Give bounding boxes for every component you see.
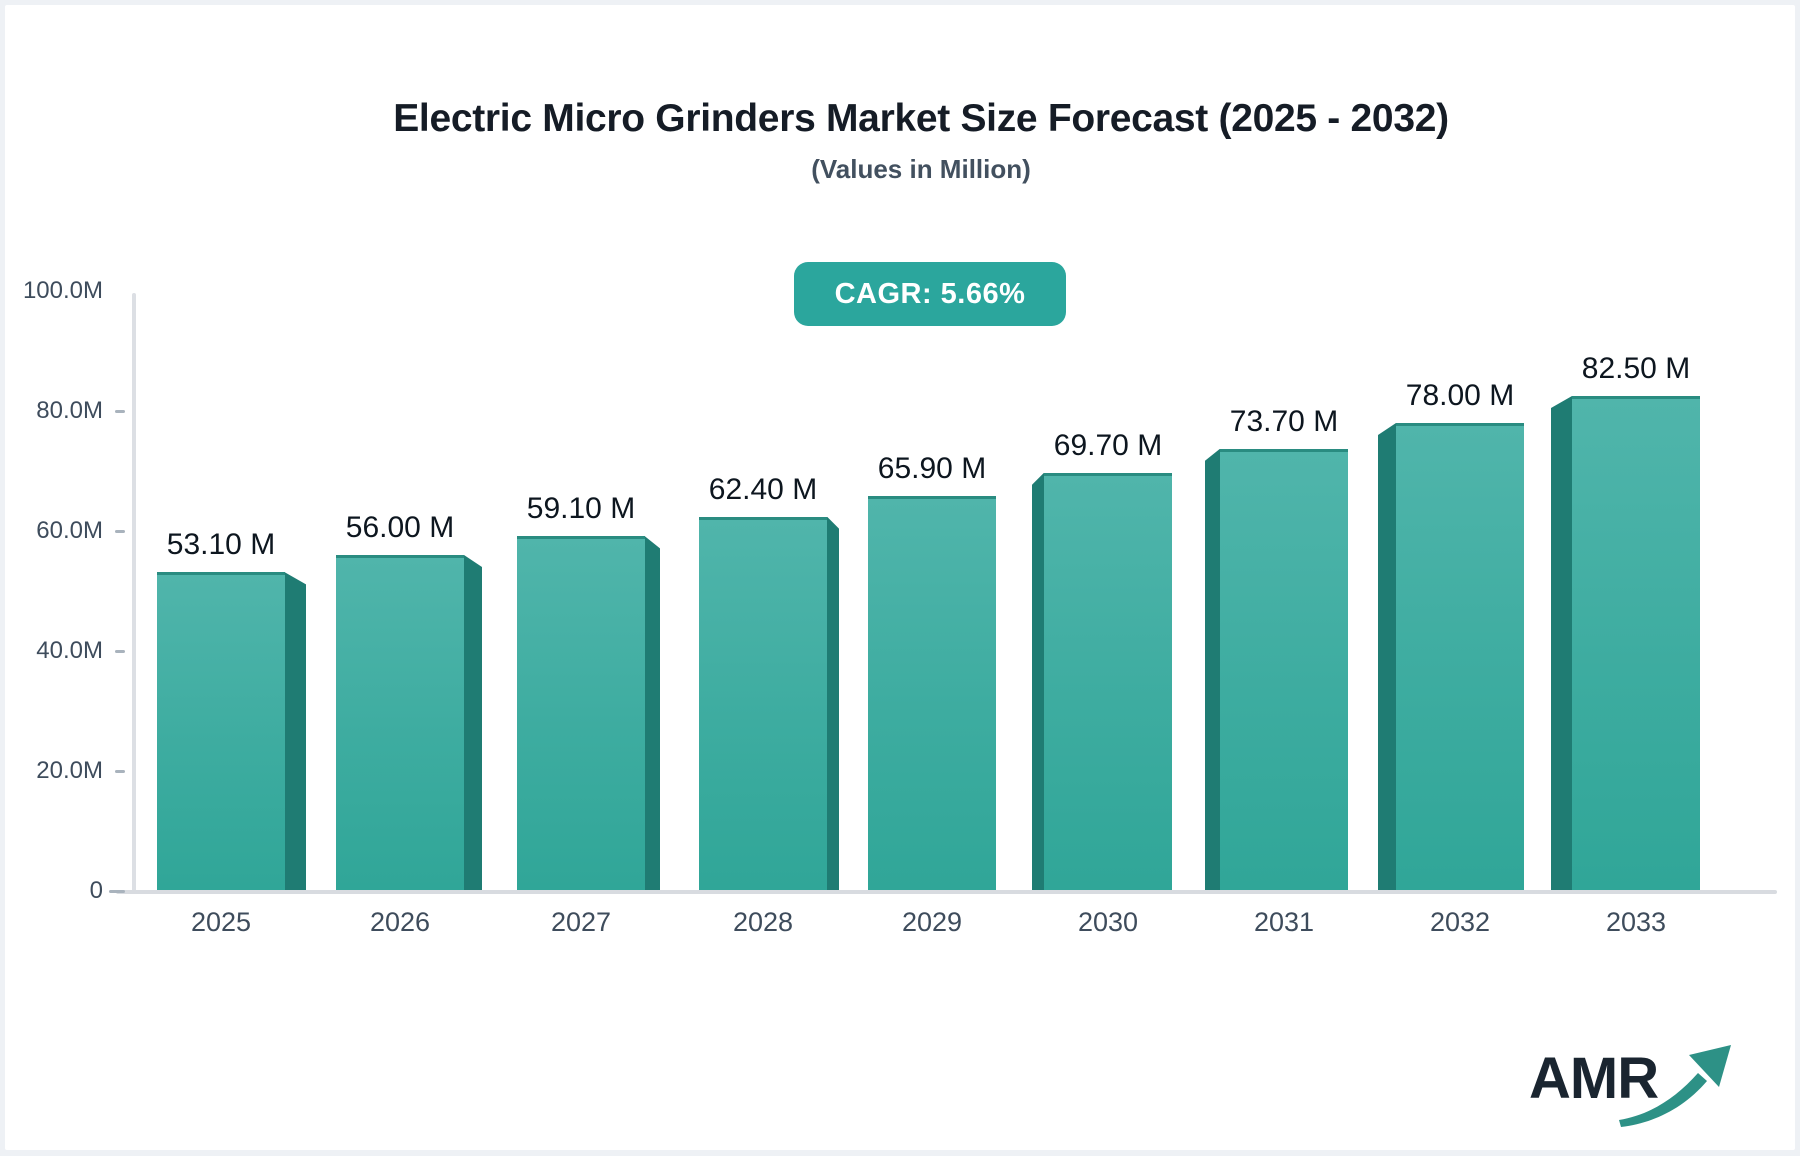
bar-value-label: 53.10 M — [166, 528, 276, 562]
x-axis-label: 2028 — [732, 907, 794, 937]
bar-2029 — [868, 495, 996, 890]
bar-side-face — [645, 536, 660, 890]
y-axis-line — [132, 293, 136, 893]
bar-value-label: 69.70 M — [1053, 428, 1163, 462]
x-axis-label: 2032 — [1429, 907, 1491, 937]
bar-2032 — [1396, 423, 1524, 890]
bar-2033 — [1572, 396, 1700, 890]
bar-2027 — [517, 536, 645, 890]
chart-subtitle: (Values in Million) — [811, 154, 1031, 184]
y-axis-label: 60.0M — [36, 517, 103, 544]
x-axis-label: 2025 — [190, 907, 252, 937]
y-axis-label: 100.0M — [22, 277, 103, 304]
x-axis-label: 2027 — [550, 907, 612, 937]
bar-side-face — [464, 555, 482, 890]
x-axis-label: 2031 — [1253, 907, 1315, 937]
bar-side-face — [1032, 472, 1044, 890]
bar-2026 — [336, 555, 464, 890]
bar-value-label: 62.40 M — [708, 472, 818, 506]
page-title: Electric Micro Grinders Market Size Fore… — [393, 97, 1449, 140]
x-axis-line — [116, 890, 1777, 894]
bar-value-label: 65.90 M — [877, 451, 987, 485]
y-axis-label: 80.0M — [36, 397, 103, 424]
bar-2031 — [1220, 448, 1348, 890]
bar-side-face — [285, 572, 306, 890]
bar-2025 — [157, 572, 285, 890]
x-axis-label: 2026 — [369, 907, 431, 937]
y-axis-label: 0 — [89, 877, 103, 904]
y-axis-label: 20.0M — [36, 757, 103, 784]
growth-arrow-icon — [1619, 1045, 1731, 1127]
bar-value-label: 59.10 M — [526, 492, 636, 526]
bar-side-face — [1205, 448, 1220, 890]
bar-value-label: 56.00 M — [345, 511, 455, 544]
bar-side-face — [1378, 423, 1396, 890]
x-axis-label: 2030 — [1077, 907, 1139, 937]
logo-text: AMR — [1529, 1046, 1659, 1111]
y-axis-tick — [115, 530, 125, 533]
bar-2030 — [1044, 472, 1172, 890]
x-axis-label: 2029 — [901, 907, 963, 937]
cagr-badge: CAGR: 5.66% — [794, 262, 1066, 326]
bar-2028 — [699, 516, 827, 890]
x-axis-label: 2033 — [1605, 907, 1667, 937]
bar-side-face — [1551, 396, 1572, 890]
bar-value-label: 82.50 M — [1581, 352, 1691, 385]
bar-side-face — [827, 516, 839, 890]
y-axis-tick — [115, 650, 125, 653]
chart-card: Electric Micro Grinders Market Size Fore… — [5, 5, 1795, 1150]
y-axis-tick — [115, 770, 125, 773]
bar-value-label: 78.00 M — [1405, 379, 1515, 412]
brand-logo: AMR — [1529, 1045, 1739, 1135]
y-axis-label: 40.0M — [36, 637, 103, 664]
y-axis-tick — [115, 410, 125, 413]
y-axis-tick — [109, 890, 125, 893]
bar-value-label: 73.70 M — [1229, 404, 1339, 438]
